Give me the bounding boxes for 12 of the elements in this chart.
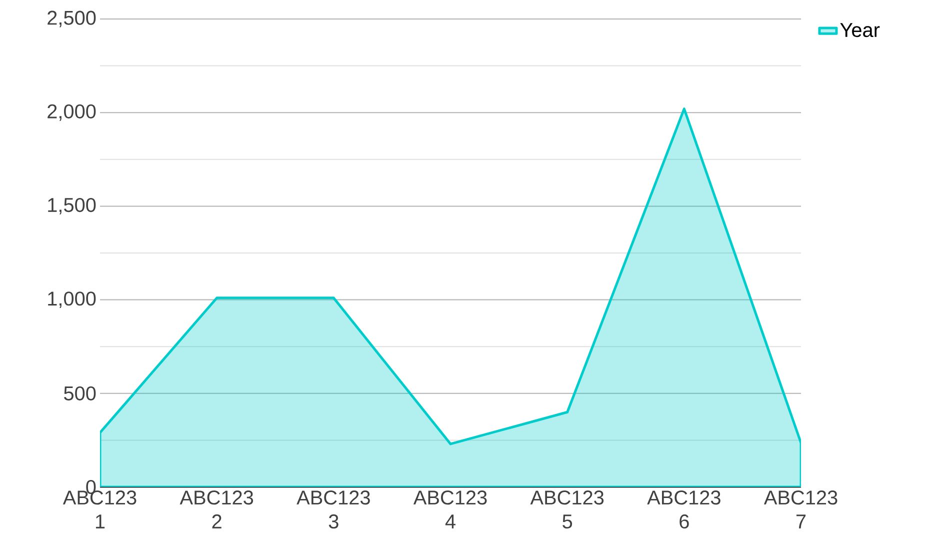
x-tick-label: ABC123 5: [530, 490, 604, 529]
y-tick-label: 2,500: [48, 10, 96, 28]
x-tick-label: ABC123 6: [647, 490, 720, 529]
x-tick-label: ABC123 3: [296, 490, 370, 529]
y-tick-label: 2,000: [48, 104, 96, 121]
y-tick-label: 1,000: [48, 292, 96, 308]
legend-label: Year: [840, 23, 880, 38]
y-tick-label: 1,500: [48, 198, 96, 214]
x-tick-label: ABC123 2: [180, 490, 254, 528]
x-tick-label: ABC123 4: [413, 490, 487, 528]
x-tick-label: ABC123 7: [764, 490, 838, 528]
y-tick-label: 500: [64, 386, 96, 400]
